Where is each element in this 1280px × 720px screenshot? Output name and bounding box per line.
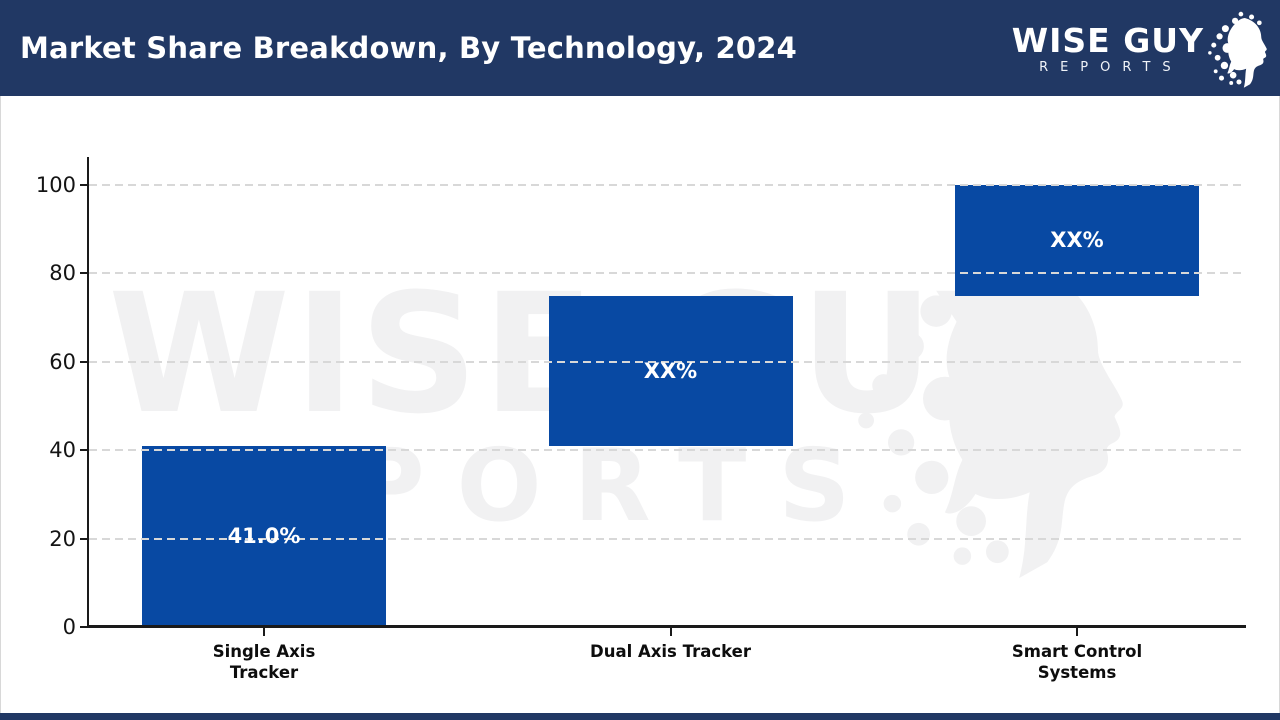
gridline-80: [89, 272, 1246, 275]
chart-title: Market Share Breakdown, By Technology, 2…: [20, 31, 798, 65]
header-bar: Market Share Breakdown, By Technology, 2…: [0, 0, 1280, 96]
x-tick-dual-axis-tracker: [669, 628, 672, 636]
y-tick-40: [80, 449, 88, 452]
y-tick-label-80: 80: [49, 261, 76, 286]
gridline-100: [89, 184, 1246, 186]
y-tick-label-60: 60: [49, 349, 76, 374]
y-tick-100: [80, 184, 88, 186]
category-label-single-axis-tracker: Single Axis Tracker: [104, 641, 424, 683]
y-tick-0: [80, 626, 88, 628]
wiseguy-logo: WISE GUY REPORTS: [1012, 6, 1270, 92]
y-tick-label-40: 40: [49, 438, 76, 463]
category-label-smart-control-systems: Smart Control Systems: [917, 641, 1237, 683]
category-label-line: Tracker: [229, 663, 299, 682]
logo-reports-label: REPORTS: [1039, 60, 1183, 75]
category-label-dual-axis-tracker: Dual Axis Tracker: [511, 641, 831, 662]
bar-dual-axis-tracker: [548, 295, 793, 446]
footer-bar: [0, 713, 1280, 720]
x-axis-spine: [87, 625, 1246, 628]
gridline-40: [89, 449, 1246, 452]
category-label-line: Systems: [1037, 663, 1117, 682]
y-tick-label-0: 0: [62, 615, 76, 639]
y-tick-80: [80, 272, 88, 275]
x-tick-smart-control-systems: [1076, 628, 1078, 636]
logo-text: WISE GUY REPORTS: [1011, 21, 1204, 76]
y-axis-spine: [87, 157, 89, 628]
category-label-line: Single Axis: [212, 642, 316, 661]
logo-wiseguy-label: WISE GUY: [1011, 21, 1204, 60]
category-label-line: Dual Axis Tracker: [590, 642, 751, 661]
logo-face-icon: [1208, 11, 1267, 88]
y-tick-60: [80, 360, 88, 363]
category-label-line: Smart Control: [1011, 642, 1143, 661]
y-tick-label-20: 20: [49, 526, 76, 551]
y-tick-label-100: 100: [35, 173, 76, 197]
bar-single-axis-tracker: [142, 445, 386, 627]
y-tick-20: [80, 537, 88, 540]
gridline-20: [89, 537, 1246, 540]
gridline-60: [89, 360, 1246, 363]
bar-value-label-single-axis-tracker: 41.0%: [227, 524, 301, 549]
bar-value-label-dual-axis-tracker: XX%: [643, 358, 698, 383]
bar-value-label-smart-control-systems: XX%: [1050, 228, 1104, 253]
x-tick-single-axis-tracker: [263, 628, 265, 636]
